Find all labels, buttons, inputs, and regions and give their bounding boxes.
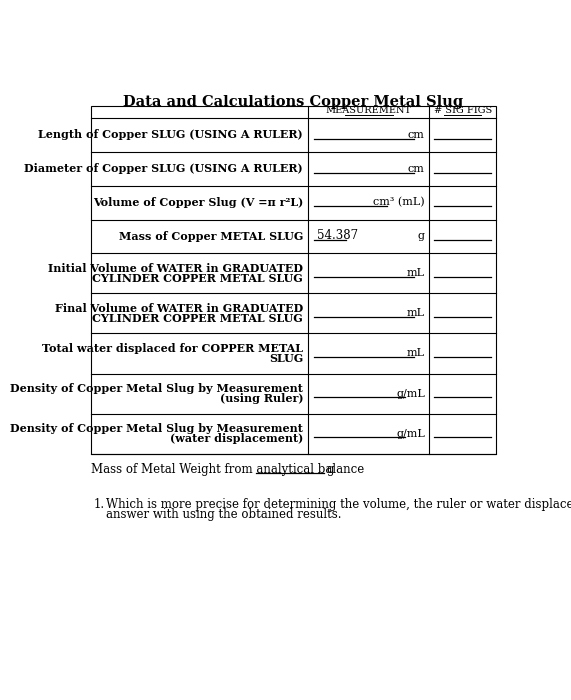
Text: Mass of Metal Weight from analytical balance: Mass of Metal Weight from analytical bal… <box>91 463 364 475</box>
Text: CYLINDER COPPER METAL SLUG: CYLINDER COPPER METAL SLUG <box>93 314 303 324</box>
Text: Mass of Copper METAL SLUG: Mass of Copper METAL SLUG <box>119 231 303 242</box>
Text: 1.: 1. <box>94 498 105 511</box>
Text: cm: cm <box>408 130 425 140</box>
Text: Density of Copper Metal Slug by Measurement: Density of Copper Metal Slug by Measurem… <box>10 423 303 434</box>
Text: # SIG FIGS: # SIG FIGS <box>433 106 492 116</box>
Text: 54.387: 54.387 <box>317 229 358 242</box>
Text: SLUG: SLUG <box>269 354 303 365</box>
Text: mL: mL <box>407 268 425 279</box>
Text: g/mL: g/mL <box>396 389 425 398</box>
Text: (using Ruler): (using Ruler) <box>220 393 303 405</box>
Text: mL: mL <box>407 349 425 358</box>
Text: g: g <box>418 232 425 242</box>
Text: Volume of Copper Slug (V =π r²L): Volume of Copper Slug (V =π r²L) <box>93 197 303 208</box>
Text: Diameter of Copper SLUG (USING A RULER): Diameter of Copper SLUG (USING A RULER) <box>25 163 303 174</box>
Text: Which is more precise for determining the volume, the ruler or water displacemen: Which is more precise for determining th… <box>106 498 571 511</box>
Text: cm³ (mL): cm³ (mL) <box>373 197 425 208</box>
Text: CYLINDER COPPER METAL SLUG: CYLINDER COPPER METAL SLUG <box>93 273 303 284</box>
Text: Length of Copper SLUG (USING A RULER): Length of Copper SLUG (USING A RULER) <box>38 130 303 140</box>
Text: Total water displaced for COPPER METAL: Total water displaced for COPPER METAL <box>42 342 303 354</box>
Text: Data and Calculations Copper Metal Slug: Data and Calculations Copper Metal Slug <box>123 94 463 108</box>
Text: MEASUREMENT: MEASUREMENT <box>325 106 412 116</box>
Text: answer with using the obtained results.: answer with using the obtained results. <box>106 508 342 522</box>
Text: cm: cm <box>408 164 425 174</box>
Text: Final Volume of WATER in GRADUATED: Final Volume of WATER in GRADUATED <box>55 302 303 314</box>
Text: Initial Volume of WATER in GRADUATED: Initial Volume of WATER in GRADUATED <box>48 262 303 274</box>
Bar <box>91 106 496 454</box>
Text: (water displacement): (water displacement) <box>170 433 303 444</box>
Text: Density of Copper Metal Slug by Measurement: Density of Copper Metal Slug by Measurem… <box>10 383 303 393</box>
Text: g: g <box>327 463 334 475</box>
Text: g/mL: g/mL <box>396 428 425 439</box>
Text: mL: mL <box>407 309 425 318</box>
